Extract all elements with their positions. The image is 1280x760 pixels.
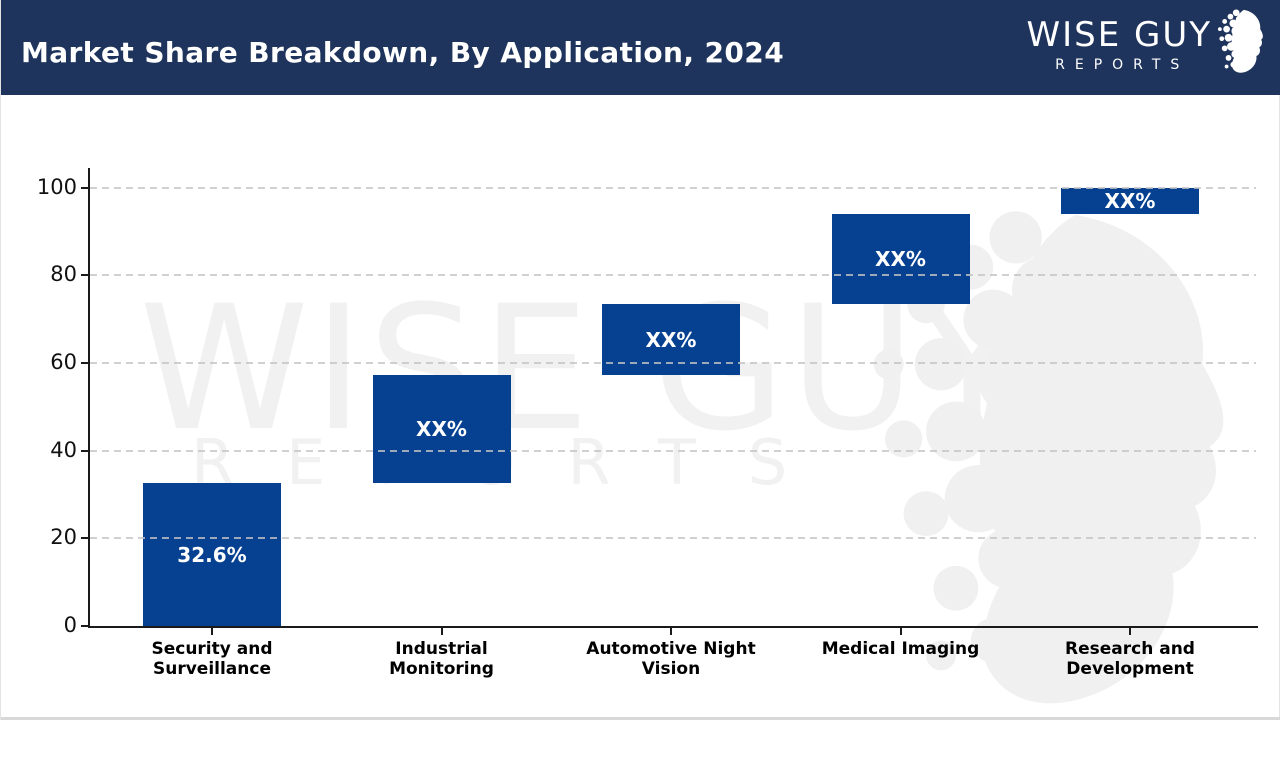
gridline-y-60 xyxy=(90,361,1256,364)
y-axis-tick-mark xyxy=(81,537,88,540)
gridline-y-40 xyxy=(90,449,1256,452)
y-axis-tick-mark xyxy=(81,625,88,627)
y-axis-tick-label: 100 xyxy=(36,174,77,199)
bar-value-label: 32.6% xyxy=(177,542,247,567)
y-axis-tick-label: 80 xyxy=(50,262,77,287)
bar-segment: XX% xyxy=(1061,187,1199,215)
y-axis-tick-label: 40 xyxy=(50,437,77,462)
bar-segment: 32.6% xyxy=(143,483,281,626)
y-axis-line xyxy=(88,168,90,628)
y-axis-tick-label: 60 xyxy=(50,349,77,374)
gridline-y-20 xyxy=(90,537,1256,540)
x-axis-category-label: Research and Development xyxy=(1065,639,1195,679)
x-axis-line xyxy=(88,626,1258,628)
report-canvas: WISE GUY REPORTS 0 20 40 60 80 100 32.6% Securi… xyxy=(0,0,1280,720)
x-axis-tick-mark xyxy=(440,628,443,635)
bar-segment: XX% xyxy=(372,375,511,484)
chart-area: 0 20 40 60 80 100 32.6% Security and Surveillan… xyxy=(1,95,1280,720)
chart-title: Market Share Breakdown, By Application, … xyxy=(21,36,785,69)
logo-text: WISE GUY REPORTS xyxy=(1026,15,1212,73)
y-axis-tick-label: 20 xyxy=(50,525,77,550)
logo-face-icon xyxy=(1217,9,1263,73)
bar-segment: XX% xyxy=(831,214,970,305)
bar-value-label: XX% xyxy=(875,247,926,272)
x-axis-category-label: Automotive Night Vision xyxy=(586,639,756,679)
y-axis-tick-label: 0 xyxy=(63,613,77,638)
gridline-y-80 xyxy=(90,274,1256,277)
y-axis-tick-mark xyxy=(81,186,88,189)
header-bar: Market Share Breakdown, By Application, … xyxy=(1,0,1280,95)
bar-value-label: XX% xyxy=(1104,188,1156,213)
y-axis-tick-mark xyxy=(81,274,88,277)
x-axis-tick-mark xyxy=(211,628,213,635)
x-axis-tick-mark xyxy=(670,628,672,635)
y-axis-tick-mark xyxy=(81,361,88,364)
bar-segment: XX% xyxy=(602,304,740,376)
y-axis-tick-mark xyxy=(81,449,88,452)
bar-value-label: XX% xyxy=(645,327,697,352)
x-axis-category-label: Industrial Monitoring xyxy=(389,639,494,679)
x-axis-category-label: Medical Imaging xyxy=(821,639,980,659)
x-axis-tick-mark xyxy=(1129,628,1131,635)
wiseguy-logo: WISE GUY REPORTS xyxy=(1026,8,1265,80)
logo-wordmark: WISE GUY xyxy=(1026,15,1212,55)
logo-subtitle: REPORTS xyxy=(1055,57,1190,73)
x-axis-category-label: Security and Surveillance xyxy=(151,639,273,679)
bar-value-label: XX% xyxy=(416,417,467,442)
bottom-border xyxy=(1,717,1280,720)
x-axis-tick-mark xyxy=(899,628,902,635)
plot-region: 0 20 40 60 80 100 32.6% Security and Surveillan… xyxy=(1,0,1280,720)
gridline-y-100 xyxy=(90,186,1256,189)
